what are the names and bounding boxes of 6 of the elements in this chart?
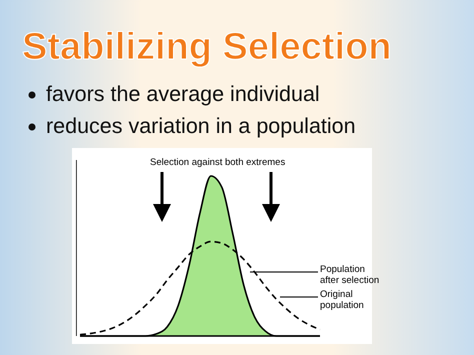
chart-title: Stabilizing Selection	[22, 26, 392, 69]
text: Selection against both extremes	[150, 157, 286, 168]
text: reduces variation in a population	[45, 114, 356, 139]
text: favors the average individual	[45, 82, 320, 107]
annotation: Original population	[320, 289, 365, 311]
annotation: Population after selection	[320, 264, 380, 286]
